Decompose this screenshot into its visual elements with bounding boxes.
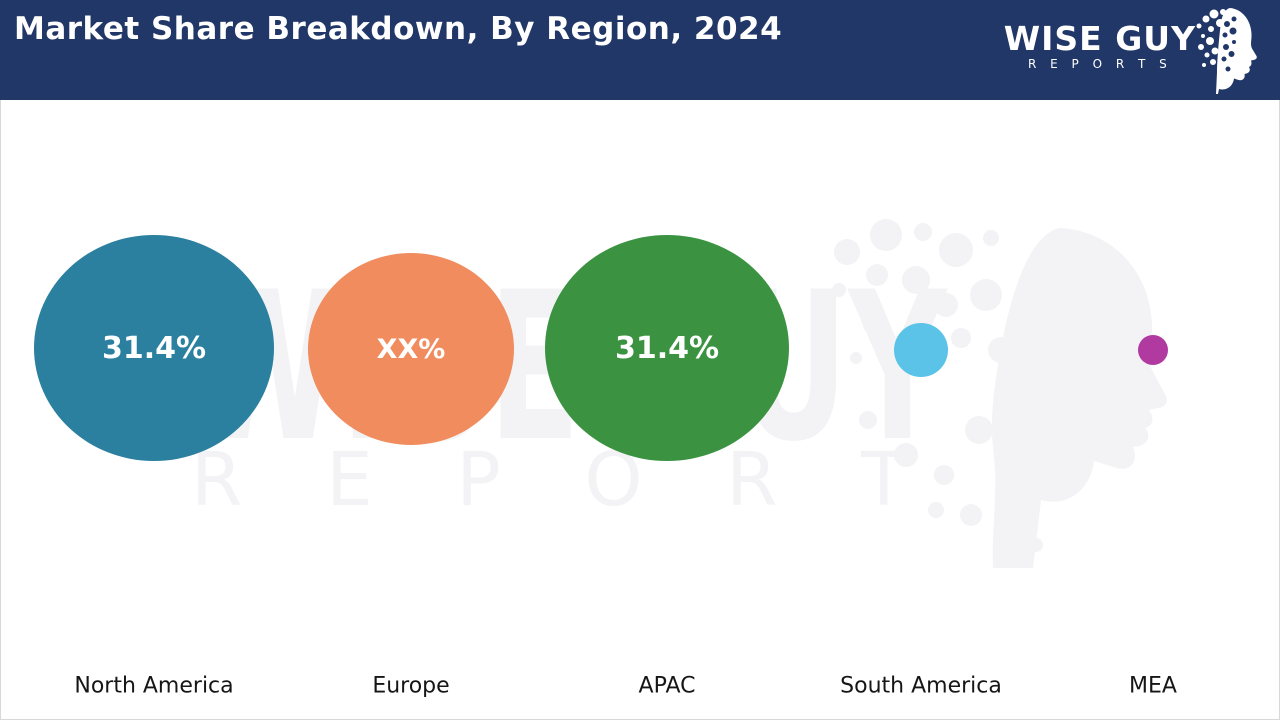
wiseguy-logo: WISE GUY R E P O R T S xyxy=(1004,0,1266,100)
header-bar: Market Share Breakdown, By Region, 2024 … xyxy=(0,0,1280,100)
bubble-north-america: 31.4% xyxy=(34,235,274,461)
category-label-europe: Europe xyxy=(372,673,450,699)
bubble-mea xyxy=(1138,335,1168,365)
logo-head-icon xyxy=(1196,8,1257,94)
category-label-mea: MEA xyxy=(1129,673,1177,699)
logo-subtitle: R E P O R T S xyxy=(1027,57,1172,71)
bubble-value-label-north-america: 31.4% xyxy=(101,330,207,366)
category-label-north-america: North America xyxy=(74,673,234,699)
logo-text: WISE GUY R E P O R T S xyxy=(1004,22,1196,72)
logo-wordmark: WISE GUY xyxy=(1003,19,1196,58)
bubble-south-america xyxy=(894,323,948,377)
bubble-apac: 31.4% xyxy=(545,235,789,461)
category-label-apac: APAC xyxy=(638,673,696,699)
bubble-value-label-apac: 31.4% xyxy=(614,330,720,366)
chart-area: WISE GUY R E P O R T S 31.4%XX%31.4% Nor… xyxy=(0,100,1280,720)
category-label-south-america: South America xyxy=(840,673,1002,699)
page-title: Market Share Breakdown, By Region, 2024 xyxy=(14,11,783,47)
bubble-value-label-europe: XX% xyxy=(376,333,446,365)
bubble-europe: XX% xyxy=(308,253,514,445)
